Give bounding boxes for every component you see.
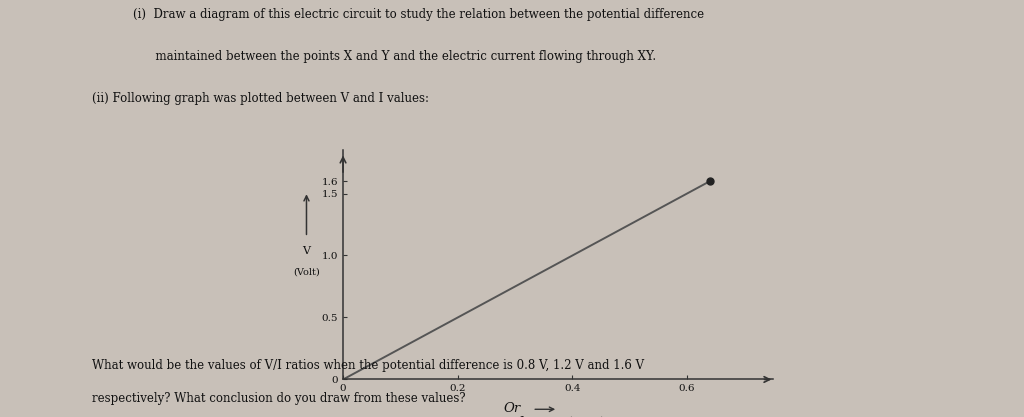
Text: (i)  Draw a diagram of this electric circuit to study the relation between the p: (i) Draw a diagram of this electric circ… [133, 8, 705, 21]
Text: I: I [519, 416, 523, 417]
Text: maintained between the points X and Y and the electric current flowing through X: maintained between the points X and Y an… [133, 50, 656, 63]
Text: V: V [302, 246, 310, 256]
Text: respectively? What conclusion do you draw from these values?: respectively? What conclusion do you dra… [92, 392, 466, 405]
Text: (Volt): (Volt) [293, 267, 319, 276]
Text: (ii) Following graph was plotted between V and I values:: (ii) Following graph was plotted between… [92, 92, 429, 105]
Text: Or: Or [504, 402, 520, 415]
Text: (Amp.): (Amp.) [566, 416, 605, 417]
Text: What would be the values of V/I ratios when the potential difference is 0.8 V, 1: What would be the values of V/I ratios w… [92, 359, 644, 372]
